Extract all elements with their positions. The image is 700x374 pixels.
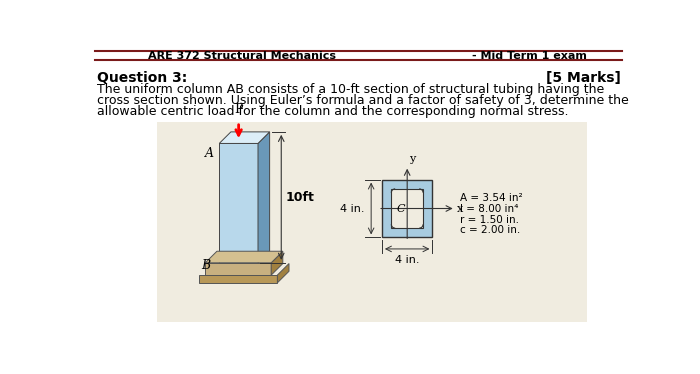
Text: I = 8.00 in⁴: I = 8.00 in⁴	[459, 204, 518, 214]
Polygon shape	[258, 132, 270, 263]
Text: allowable centric load for the column and the corresponding normal stress.: allowable centric load for the column an…	[97, 105, 568, 118]
Text: cross section shown. Using Euler’s formula and a factor of safety of 3, determin: cross section shown. Using Euler’s formu…	[97, 94, 629, 107]
Bar	[158, 122, 587, 322]
Text: 4 in.: 4 in.	[340, 203, 365, 214]
Bar	[382, 180, 433, 237]
Bar	[199, 275, 277, 283]
Polygon shape	[271, 251, 283, 275]
Text: [5 Marks]: [5 Marks]	[546, 71, 621, 85]
Bar	[205, 263, 271, 275]
Text: - Mid Term 1 exam: - Mid Term 1 exam	[472, 52, 587, 61]
Bar	[391, 189, 423, 228]
Text: ARE 372 Structural Mechanics: ARE 372 Structural Mechanics	[148, 52, 337, 61]
Text: x: x	[457, 203, 463, 214]
Text: The uniform column AB consists of a 10-ft section of structural tubing having th: The uniform column AB consists of a 10-f…	[97, 83, 604, 96]
Text: 10ft: 10ft	[285, 191, 314, 204]
Text: r = 1.50 in.: r = 1.50 in.	[459, 215, 519, 225]
Polygon shape	[205, 251, 283, 263]
Text: y: y	[409, 154, 415, 164]
Text: A = 3.54 in²: A = 3.54 in²	[459, 193, 522, 203]
Text: 4 in.: 4 in.	[395, 255, 419, 265]
Text: P: P	[234, 104, 242, 116]
Text: Question 3:: Question 3:	[97, 71, 187, 85]
Text: B: B	[201, 259, 210, 272]
Text: C: C	[397, 203, 405, 214]
Bar	[219, 144, 258, 263]
Text: A: A	[206, 147, 214, 160]
Polygon shape	[219, 132, 270, 144]
Text: c = 2.00 in.: c = 2.00 in.	[459, 226, 519, 236]
Polygon shape	[277, 264, 289, 283]
